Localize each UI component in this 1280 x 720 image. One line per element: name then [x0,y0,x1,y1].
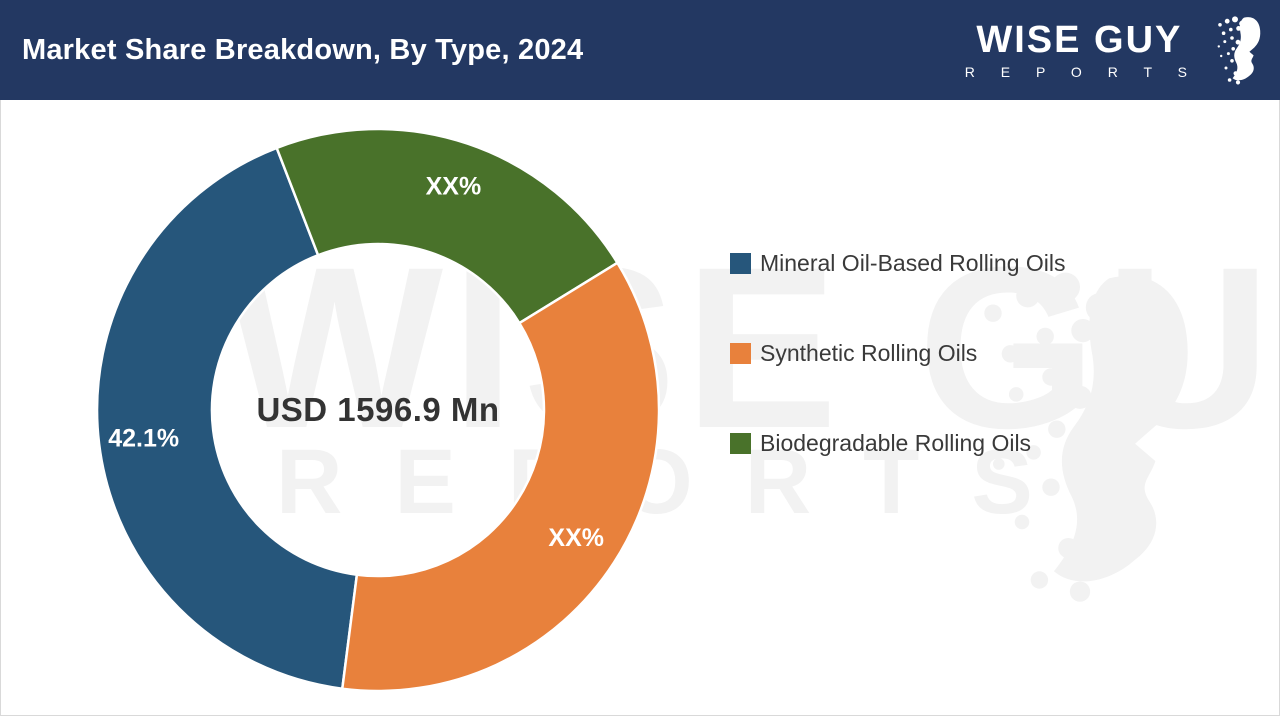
legend-swatch-orange [730,342,751,364]
watermark-face-icon [981,272,1188,602]
brand-logo: WISE GUY R E P O R T S [961,8,1262,92]
brand-face-icon [1217,16,1261,85]
chart-legend: Mineral Oil-Based Rolling Oils Synthetic… [730,250,1066,520]
legend-label: Synthetic Rolling Oils [760,339,978,366]
brand-name: WISE GUY [976,19,1183,61]
chart-canvas: WISE GUY REPORTS 42.1%XX%XX% USD 1596.9 … [0,100,1280,716]
legend-swatch-green [730,432,751,454]
slice-percent-label: 42.1% [108,424,179,452]
legend-item-mineral: Mineral Oil-Based Rolling Oils [730,250,1066,276]
pie-slice-2 [275,127,619,325]
legend-label: Biodegradable Rolling Oils [760,429,1032,456]
slice-percent-label: XX% [426,172,482,200]
pie-slice-0 [95,146,359,690]
legend-swatch-blue [730,252,751,274]
slice-percent-label: XX% [548,524,604,552]
legend-item-biodegradable: Biodegradable Rolling Oils [730,430,1066,456]
brand-wordmark: WISE GUY R E P O R T S [961,21,1198,79]
page-title: Market Share Breakdown, By Type, 2024 [22,33,584,66]
legend-label: Mineral Oil-Based Rolling Oils [760,249,1066,276]
donut-chart: 42.1% XX% XX% [95,127,661,693]
pie-slice-1 [341,261,661,693]
header-bar: Market Share Breakdown, By Type, 2024 WI… [0,0,1280,100]
brand-subtitle: R E P O R T S [964,64,1198,80]
legend-item-synthetic: Synthetic Rolling Oils [730,340,1066,366]
